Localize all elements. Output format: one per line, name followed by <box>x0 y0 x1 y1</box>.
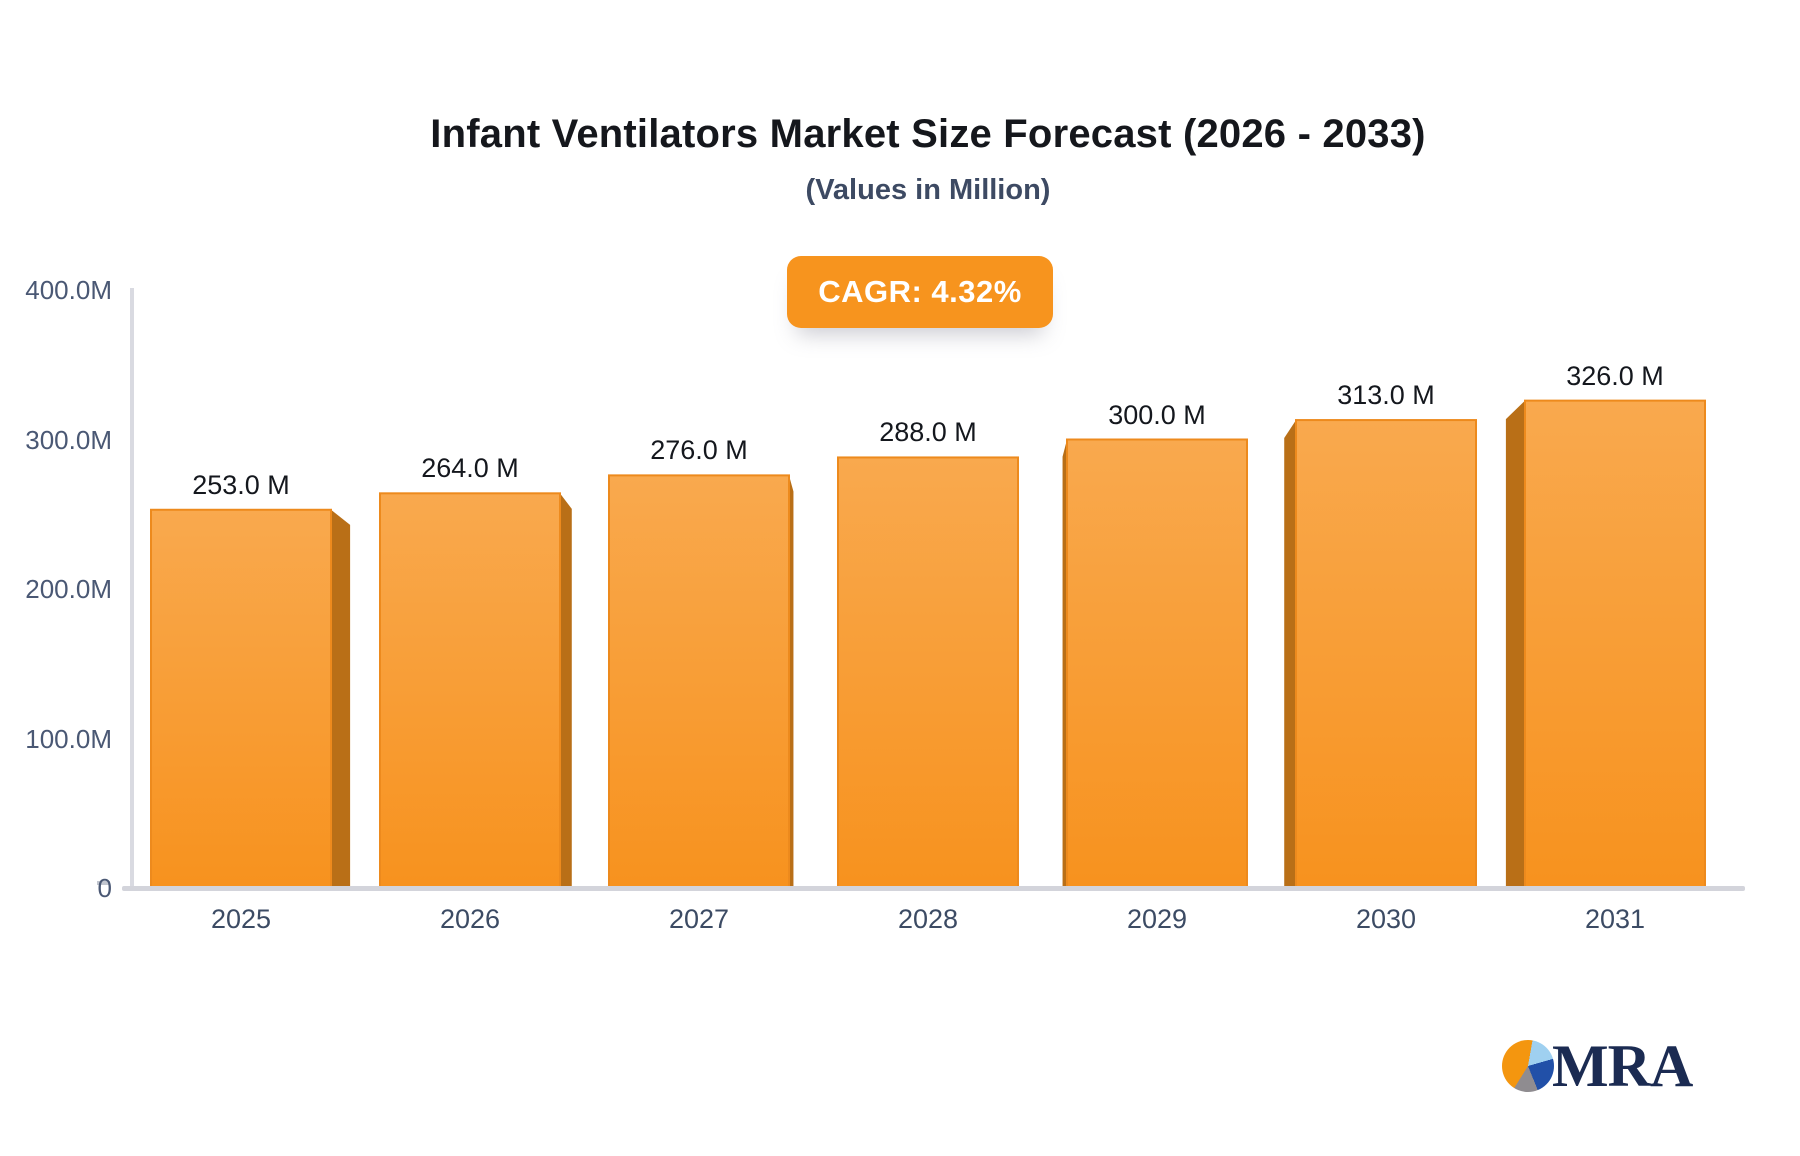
bar-2027[interactable] <box>608 474 794 889</box>
bar-value-label-2026: 264.0 M <box>421 453 519 484</box>
bar-side-face <box>560 493 572 888</box>
bar-front-face <box>150 508 332 889</box>
bar-side-face <box>789 475 794 888</box>
bar-side-face <box>1505 400 1525 888</box>
bar-side-face <box>331 509 351 888</box>
bar-value-label-2031: 326.0 M <box>1566 360 1664 391</box>
bar-2028[interactable] <box>837 456 1019 889</box>
chart-subtitle: (Values in Million) <box>805 174 1051 206</box>
bar-2029[interactable] <box>1062 438 1248 889</box>
bar-2025[interactable] <box>150 508 351 889</box>
mra-logo: MRA <box>1502 1033 1693 1099</box>
bar-value-label-2025: 253.0 M <box>192 469 290 500</box>
bar-front-face <box>837 456 1019 889</box>
x-axis-label-2029: 2029 <box>1126 904 1188 934</box>
bars-group <box>150 399 1706 889</box>
bar-side-face <box>1062 439 1067 888</box>
cagr-badge-label: CAGR: 4.32% <box>818 274 1022 309</box>
x-axis-label-2031: 2031 <box>1584 904 1646 934</box>
x-axis-label-2026: 2026 <box>439 904 501 934</box>
y-axis-label-200.0M: 200.0M <box>25 574 112 604</box>
bar-front-face <box>608 474 790 889</box>
x-axis-label-2030: 2030 <box>1355 904 1417 934</box>
y-axis-label-400.0M: 400.0M <box>25 275 112 305</box>
chart-title: Infant Ventilators Market Size Forecast … <box>430 112 1426 156</box>
x-axis-line <box>122 886 1745 891</box>
bar-side-face <box>1284 420 1296 888</box>
bar-value-label-2028: 288.0 M <box>879 417 977 448</box>
bar-2031[interactable] <box>1505 399 1706 889</box>
bar-value-label-2027: 276.0 M <box>650 435 748 466</box>
bar-front-face <box>379 492 561 889</box>
bar-front-face <box>1066 438 1248 889</box>
bar-2026[interactable] <box>379 492 572 889</box>
y-axis-label-0: 0 <box>97 873 112 903</box>
bar-2030[interactable] <box>1284 419 1477 889</box>
y-axis-label-100.0M: 100.0M <box>25 723 112 754</box>
bar-front-face <box>1295 419 1477 889</box>
mra-pie-icon <box>1502 1040 1554 1092</box>
x-axis-label-2025: 2025 <box>210 904 272 934</box>
bar-value-label-2029: 300.0 M <box>1108 399 1206 430</box>
x-axis-label-2027: 2027 <box>668 904 730 934</box>
bar-front-face <box>1524 399 1706 889</box>
x-axis-label-2028: 2028 <box>897 904 959 934</box>
y-axis-line <box>130 288 134 888</box>
cagr-badge: CAGR: 4.32% <box>787 256 1053 328</box>
bar-value-label-2030: 313.0 M <box>1337 380 1435 411</box>
mra-logo-text: MRA <box>1552 1033 1693 1099</box>
zero-tick <box>97 881 110 885</box>
y-axis-label-300.0M: 300.0M <box>25 424 112 455</box>
